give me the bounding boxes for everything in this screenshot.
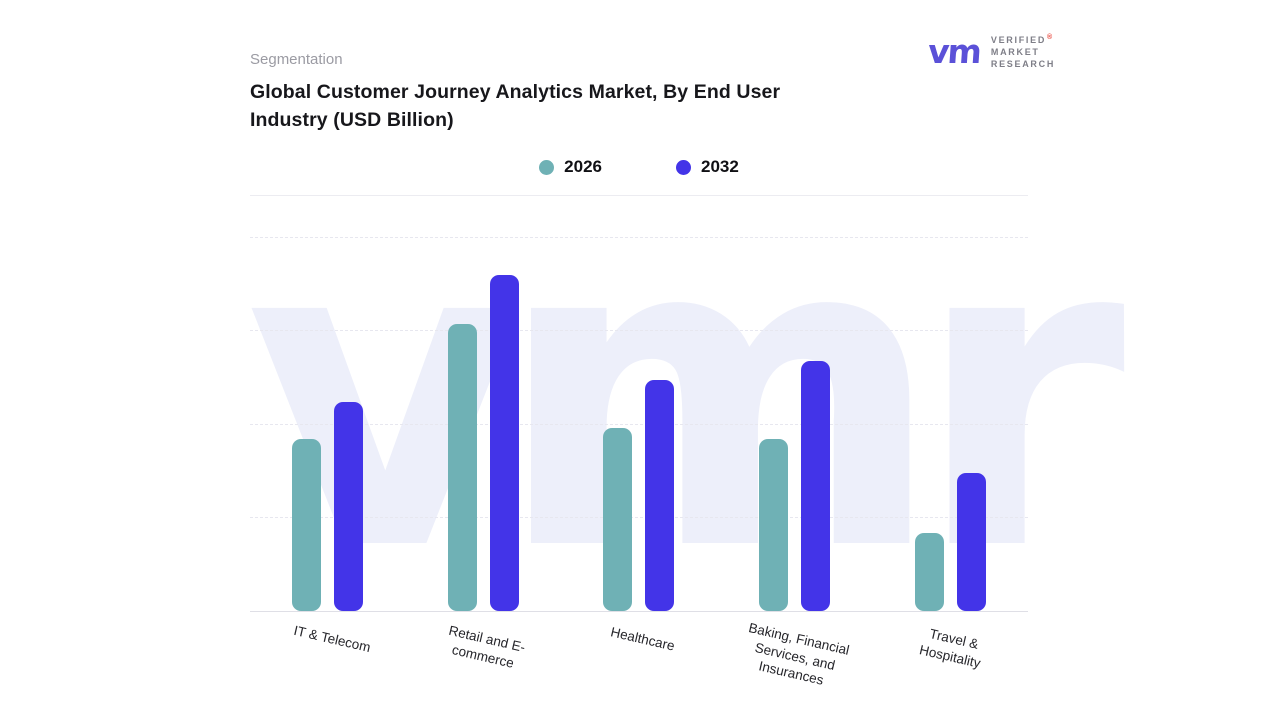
title-line-2: Industry (USD Billion) xyxy=(250,109,454,131)
category-label-cell: Baking, Financial Services, and Insuranc… xyxy=(717,620,873,688)
bar-group xyxy=(250,238,406,611)
category-label-cell: Retail and E-commerce xyxy=(406,623,562,683)
gridline xyxy=(250,516,1028,518)
chart-title: Global Customer Journey Analytics Market… xyxy=(250,78,1028,134)
category-label-cell: Healthcare xyxy=(561,624,717,683)
gridline xyxy=(250,330,1028,332)
legend-item-2026: 2026 xyxy=(539,157,602,177)
category-label: Baking, Financial Services, and Insuranc… xyxy=(746,620,851,688)
bar-2026 xyxy=(914,532,944,611)
legend-dot-2032 xyxy=(676,159,691,175)
registered-mark: ® xyxy=(1047,34,1054,41)
bar-group xyxy=(406,238,562,611)
gridline xyxy=(250,237,1028,238)
legend-label-2026: 2026 xyxy=(564,157,602,176)
vmr-logo: vm VERIFIED® MARKET RESEARCH xyxy=(927,32,1055,71)
header-divider xyxy=(250,195,1028,196)
bar-2032 xyxy=(334,402,364,611)
bar-2026 xyxy=(603,428,633,611)
category-label: IT & Telecom xyxy=(291,622,372,656)
logo-line-market: MARKET xyxy=(990,47,1040,57)
bar-chart: vmr IT & Telecom Retail and E-commerce Hea… xyxy=(245,180,1125,688)
bar-2026 xyxy=(447,323,477,611)
bar-2032 xyxy=(956,473,986,611)
eyebrow-segmentation: Segmentation xyxy=(250,51,343,68)
logo-line-research: RESEARCH xyxy=(990,59,1056,69)
category-label-cell: Travel & Hospitality xyxy=(872,626,1028,683)
bar-2026 xyxy=(759,439,789,611)
category-label: Travel & Hospitality xyxy=(918,626,983,671)
bar-group xyxy=(872,238,1028,611)
bars xyxy=(250,238,1028,611)
legend-dot-2026 xyxy=(539,159,555,175)
bar-2032 xyxy=(645,379,675,611)
category-label: Retail and E-commerce xyxy=(447,622,528,671)
logo-word-verified: VERIFIED xyxy=(990,35,1047,45)
title-line-1: Global Customer Journey Analytics Market… xyxy=(250,81,781,103)
logo-line-verified: VERIFIED® xyxy=(991,34,1055,45)
chart-legend: 2026 2032 xyxy=(250,154,1028,180)
bar-group xyxy=(561,238,717,611)
vmr-logo-text: VERIFIED® MARKET RESEARCH xyxy=(991,34,1055,69)
bar-2032 xyxy=(801,361,831,611)
bar-2032 xyxy=(489,275,519,611)
gridlines xyxy=(250,237,1028,611)
bar-2026 xyxy=(292,439,322,611)
legend-item-2032: 2032 xyxy=(676,157,739,177)
legend-label-2032: 2032 xyxy=(701,157,739,176)
plot-area: vmr xyxy=(245,180,1125,612)
bar-group xyxy=(717,238,873,611)
category-labels: IT & Telecom Retail and E-commerce Healthc… xyxy=(250,620,1028,688)
category-label: Healthcare xyxy=(609,624,677,654)
chart-panel: Segmentation Global Customer Journey Ana… xyxy=(245,0,1125,688)
category-label-cell: IT & Telecom xyxy=(250,623,406,683)
gridline xyxy=(250,423,1028,425)
